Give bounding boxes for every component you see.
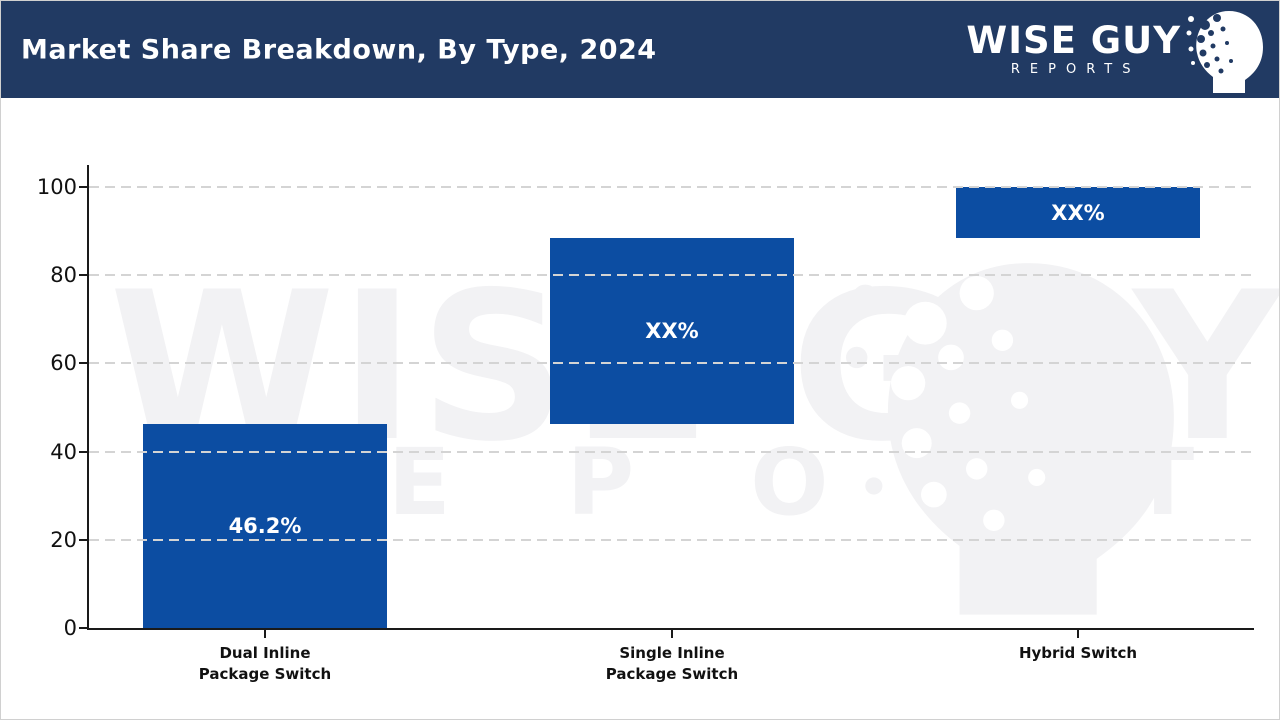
page-title: Market Share Breakdown, By Type, 2024 [21, 34, 657, 65]
brand-wordmark: WISE GUY REPORTS [966, 22, 1181, 77]
y-tick-label: 100 [36, 175, 77, 199]
watermark-head-icon [846, 263, 1174, 615]
x-category-label: Single Inline Package Switch [542, 643, 802, 685]
bar: XX% [956, 187, 1200, 239]
x-tick-mark [1077, 630, 1079, 638]
y-tick-label: 80 [50, 263, 77, 288]
y-tick-label: 40 [50, 439, 77, 464]
y-tick-mark [79, 362, 87, 365]
gridline [89, 362, 1254, 365]
y-tick-mark [79, 450, 87, 453]
x-category-label: Hybrid Switch [948, 643, 1208, 664]
chart-plot-area: 0 20 40 60 80 100 46.2% XX% XX% Dual Inline Packag… [1, 98, 1279, 719]
x-axis-spine [89, 628, 1254, 630]
gridline [89, 450, 1254, 453]
x-category-label-line: Dual Inline [219, 644, 311, 662]
x-category-label: Dual Inline Package Switch [135, 643, 395, 685]
y-tick-mark [79, 186, 87, 188]
y-tick-label: 0 [63, 616, 77, 640]
bar-value-label: XX% [645, 319, 699, 344]
bar-value-label: 46.2% [228, 514, 302, 539]
brand-wordmark-line2: REPORTS [1010, 61, 1141, 77]
gridline [89, 186, 1254, 188]
gridline [89, 274, 1254, 277]
brand-head-icon [1186, 11, 1263, 93]
x-category-label-line: Single Inline [619, 644, 725, 662]
brand-logo: WISE GUY REPORTS [966, 5, 1267, 93]
y-tick-mark [79, 274, 87, 277]
x-category-label-line: Package Switch [198, 665, 332, 683]
y-tick-label: 60 [50, 351, 77, 376]
y-axis-spine [87, 165, 89, 630]
x-category-label-line: Hybrid Switch [1018, 644, 1138, 662]
brand-wordmark-line1: WISE GUY [966, 18, 1181, 62]
x-category-label-line: Package Switch [605, 665, 739, 683]
bar-value-label: XX% [1051, 200, 1105, 225]
bar: XX% [550, 238, 794, 425]
gridline [89, 538, 1254, 541]
x-tick-mark [264, 630, 266, 638]
report-header: Market Share Breakdown, By Type, 2024 WI… [1, 1, 1279, 98]
x-tick-mark [671, 630, 673, 638]
y-tick-label: 20 [50, 527, 77, 552]
y-tick-mark [79, 538, 87, 541]
y-tick-mark [79, 627, 87, 629]
bar: 46.2% [143, 424, 387, 628]
